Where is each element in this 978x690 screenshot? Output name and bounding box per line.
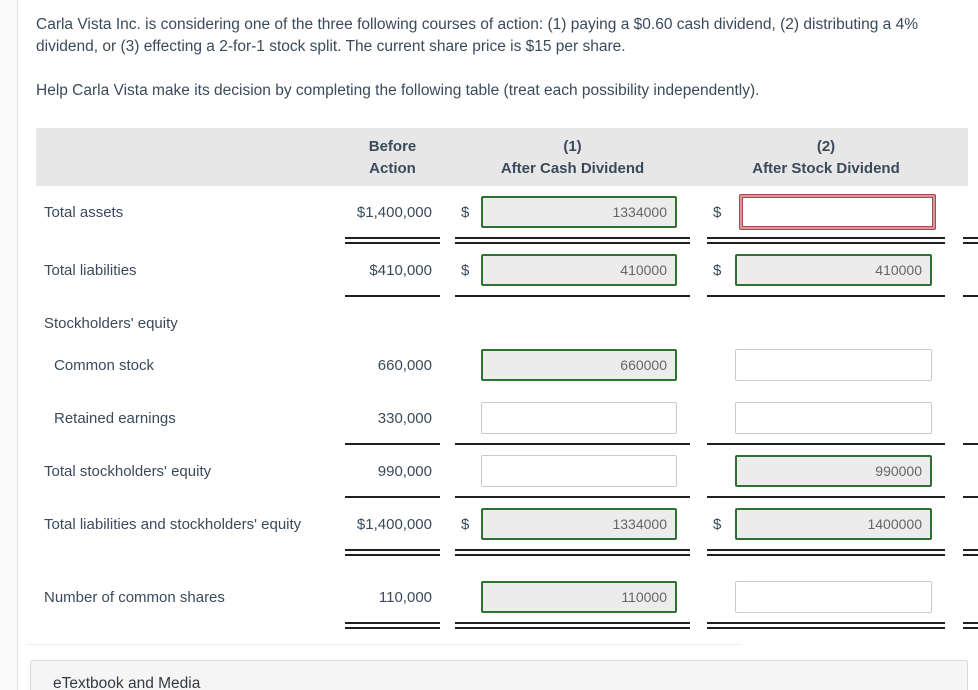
dollar-sign: $: [713, 261, 722, 279]
amount-input-cash-dividend: [481, 581, 677, 613]
amount-input-cash-dividend[interactable]: [481, 402, 677, 434]
total-rule: [707, 295, 945, 297]
table-row: Retained earnings 330,000 $ $: [36, 402, 978, 434]
total-rule: [345, 443, 440, 445]
amount-input-cash-dividend: [481, 196, 677, 228]
amount-input-stock-dividend: [735, 455, 932, 487]
total-rule-row: [36, 622, 978, 629]
total-rule-fragment: [963, 443, 978, 445]
row-label: Total liabilities and stockholders' equi…: [44, 515, 302, 533]
amount-input-stock-dividend[interactable]: [739, 194, 936, 230]
table-header: Before Action (1) After Cash Dividend (2…: [36, 128, 978, 186]
section-divider: [28, 644, 740, 645]
table-row: Common stock 660,000 $ $: [36, 349, 978, 381]
table-row: Total assets $1,400,000 $ $: [36, 194, 978, 230]
total-rule: [455, 549, 690, 556]
amount-input-stock-dividend[interactable]: [735, 349, 932, 381]
before-action-value: 990,000: [377, 462, 432, 480]
row-label: Common stock: [54, 356, 155, 374]
total-rule: [345, 237, 440, 244]
column-header-before-action: Before Action: [368, 138, 417, 177]
total-rule-row: [36, 237, 978, 244]
page-left-gutter: [0, 0, 18, 690]
amount-input-stock-dividend[interactable]: [735, 402, 932, 434]
total-rule: [707, 237, 945, 244]
total-rule: [707, 622, 945, 629]
amount-input-stock-dividend[interactable]: [735, 581, 932, 613]
total-rule: [455, 443, 690, 445]
table-row: Total liabilities and stockholders' equi…: [36, 508, 978, 540]
total-rule: [345, 295, 440, 297]
problem-panel: Carla Vista Inc. is considering one of t…: [28, 0, 978, 690]
total-rule: [707, 443, 945, 445]
before-action-value: $1,400,000: [356, 203, 432, 221]
total-rule: [455, 622, 690, 629]
total-rule: [455, 496, 690, 498]
total-rule: [345, 496, 440, 498]
before-action-value: $1,400,000: [356, 515, 432, 533]
amount-input-cash-dividend: [481, 254, 677, 286]
row-label: Number of common shares: [44, 588, 225, 606]
total-rule-fragment: [963, 237, 978, 244]
before-action-value: 110,000: [378, 588, 432, 606]
amount-input-cash-dividend[interactable]: [481, 455, 677, 487]
amount-input-cash-dividend: [481, 349, 677, 381]
before-action-value: 660,000: [377, 356, 432, 374]
etextbook-accordion[interactable]: eTextbook and Media: [30, 660, 968, 690]
section-label: Stockholders' equity: [44, 314, 178, 332]
total-rule-row: [36, 549, 978, 556]
row-label: Total assets: [44, 203, 124, 221]
row-label: Retained earnings: [54, 409, 176, 427]
total-rule: [345, 549, 440, 556]
amount-input-stock-dividend: [735, 254, 932, 286]
dollar-sign: $: [461, 515, 470, 533]
total-rule: [455, 295, 690, 297]
table-row: Number of common shares 110,000 $ $: [36, 581, 978, 613]
total-rule-fragment: [963, 622, 978, 629]
total-rule: [455, 237, 690, 244]
balance-table: Before Action (1) After Cash Dividend (2…: [36, 128, 978, 629]
total-rule-fragment: [963, 295, 978, 297]
total-rule-fragment: [963, 496, 978, 498]
before-action-value: $410,000: [369, 261, 432, 279]
row-label: Total stockholders' equity: [44, 462, 212, 480]
dollar-sign: $: [713, 203, 722, 221]
total-rule: [707, 549, 945, 556]
column-header-after-cash-dividend: (1) After Cash Dividend: [500, 138, 645, 177]
amount-input-stock-dividend: [735, 508, 932, 540]
column-header-after-stock-dividend: (2) After Stock Dividend: [752, 138, 900, 177]
dollar-sign: $: [461, 203, 470, 221]
dollar-sign: $: [461, 261, 470, 279]
instruction-text: Help Carla Vista make its decision by co…: [36, 82, 760, 99]
dollar-sign: $: [713, 515, 722, 533]
total-rule-row: [36, 295, 978, 297]
total-rule-fragment: [963, 549, 978, 556]
total-rule: [707, 496, 945, 498]
problem-statement: Carla Vista Inc. is considering one of t…: [36, 16, 918, 55]
table-row: Total stockholders' equity 990,000 $ $: [36, 455, 978, 487]
total-rule-row: [36, 496, 978, 498]
before-action-value: 330,000: [377, 409, 432, 427]
row-label: Total liabilities: [44, 261, 137, 279]
total-rule-row: [36, 443, 978, 445]
amount-input-cash-dividend: [481, 508, 677, 540]
table-row: Total liabilities $410,000 $ $: [36, 254, 978, 286]
section-header-row: Stockholders' equity: [36, 307, 978, 339]
total-rule: [345, 622, 440, 629]
etextbook-label: eTextbook and Media: [53, 674, 201, 690]
